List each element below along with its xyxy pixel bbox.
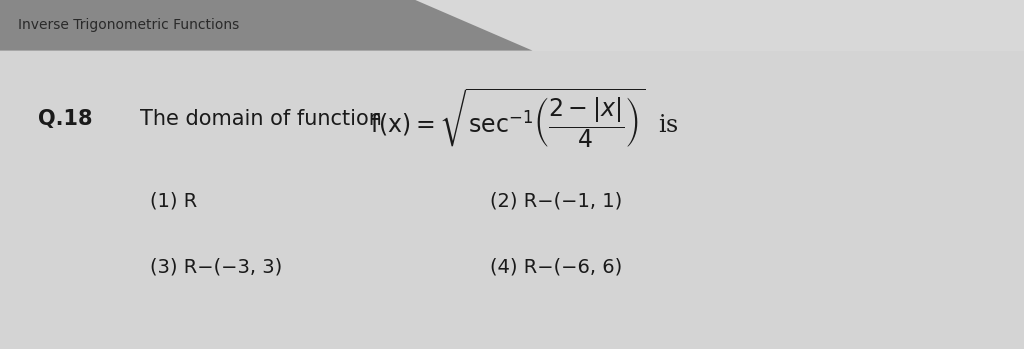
Text: $\mathrm{f(x)} = \sqrt{\sec^{-1}\!\left(\dfrac{2-|x|}{4}\right)}\ $ is: $\mathrm{f(x)} = \sqrt{\sec^{-1}\!\left(… xyxy=(370,87,679,151)
Polygon shape xyxy=(0,0,532,51)
Text: (1) R: (1) R xyxy=(150,192,198,210)
FancyBboxPatch shape xyxy=(0,51,1024,349)
Text: The domain of function: The domain of function xyxy=(140,109,388,129)
Text: (3) R−(−3, 3): (3) R−(−3, 3) xyxy=(150,258,283,276)
Text: Q.18: Q.18 xyxy=(38,109,92,129)
Text: Inverse Trigonometric Functions: Inverse Trigonometric Functions xyxy=(18,18,240,32)
Text: (4) R−(−6, 6): (4) R−(−6, 6) xyxy=(490,258,623,276)
Text: (2) R−(−1, 1): (2) R−(−1, 1) xyxy=(490,192,623,210)
